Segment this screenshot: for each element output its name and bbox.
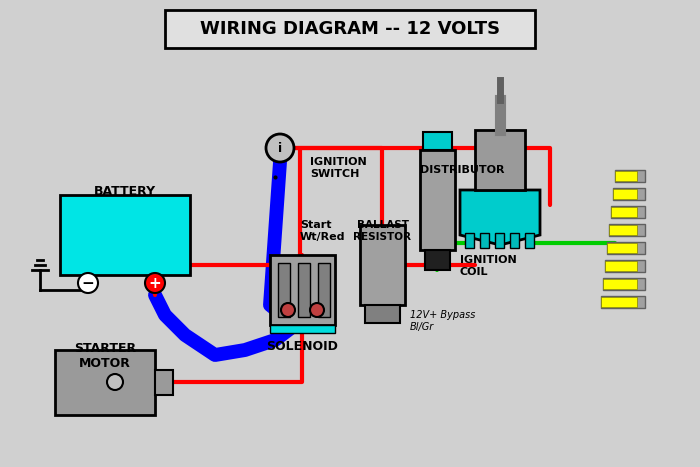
FancyBboxPatch shape [607,242,645,254]
FancyBboxPatch shape [615,170,645,182]
FancyBboxPatch shape [613,189,637,199]
FancyBboxPatch shape [611,207,637,217]
Text: i: i [278,142,282,155]
FancyBboxPatch shape [603,278,645,290]
Circle shape [145,273,165,293]
Circle shape [78,273,98,293]
Text: IGNITION
COIL: IGNITION COIL [460,255,517,276]
Text: 12V+ Bypass
Bl/Gr: 12V+ Bypass Bl/Gr [410,310,475,332]
FancyBboxPatch shape [605,261,637,271]
FancyBboxPatch shape [601,297,637,307]
Text: +: + [148,276,162,290]
Text: STARTER
MOTOR: STARTER MOTOR [74,342,136,370]
FancyBboxPatch shape [165,10,535,48]
Text: IGNITION
SWITCH: IGNITION SWITCH [310,157,367,179]
FancyBboxPatch shape [360,225,405,305]
FancyBboxPatch shape [611,206,645,218]
FancyBboxPatch shape [603,279,637,289]
FancyBboxPatch shape [365,305,400,323]
Circle shape [266,134,294,162]
FancyBboxPatch shape [420,150,455,250]
FancyBboxPatch shape [298,263,310,317]
FancyBboxPatch shape [278,263,290,317]
Circle shape [281,303,295,317]
FancyBboxPatch shape [270,325,335,333]
Text: −: − [82,276,94,290]
FancyBboxPatch shape [495,233,504,248]
FancyBboxPatch shape [615,171,637,181]
Text: WIRING DIAGRAM -- 12 VOLTS: WIRING DIAGRAM -- 12 VOLTS [200,20,500,38]
FancyBboxPatch shape [155,370,173,395]
FancyBboxPatch shape [318,263,330,317]
FancyBboxPatch shape [601,296,645,308]
FancyBboxPatch shape [525,233,534,248]
FancyBboxPatch shape [465,233,474,248]
FancyBboxPatch shape [423,132,452,150]
FancyBboxPatch shape [607,243,637,253]
FancyBboxPatch shape [480,233,489,248]
Polygon shape [460,190,540,245]
FancyBboxPatch shape [55,350,155,415]
Text: BATTERY: BATTERY [94,185,156,198]
Text: SOLENOID: SOLENOID [267,340,338,353]
FancyBboxPatch shape [425,250,450,270]
Text: Start
Wt/Red: Start Wt/Red [300,220,346,241]
FancyBboxPatch shape [270,255,335,325]
Text: BALLAST
RESISTOR: BALLAST RESISTOR [354,220,412,241]
Text: DISTRIBUTOR: DISTRIBUTOR [420,165,505,175]
FancyBboxPatch shape [60,195,190,275]
Circle shape [107,374,123,390]
FancyBboxPatch shape [613,188,645,200]
FancyBboxPatch shape [475,130,525,190]
FancyBboxPatch shape [510,233,519,248]
Circle shape [310,303,324,317]
FancyBboxPatch shape [609,225,637,235]
FancyBboxPatch shape [609,224,645,236]
FancyBboxPatch shape [605,260,645,272]
